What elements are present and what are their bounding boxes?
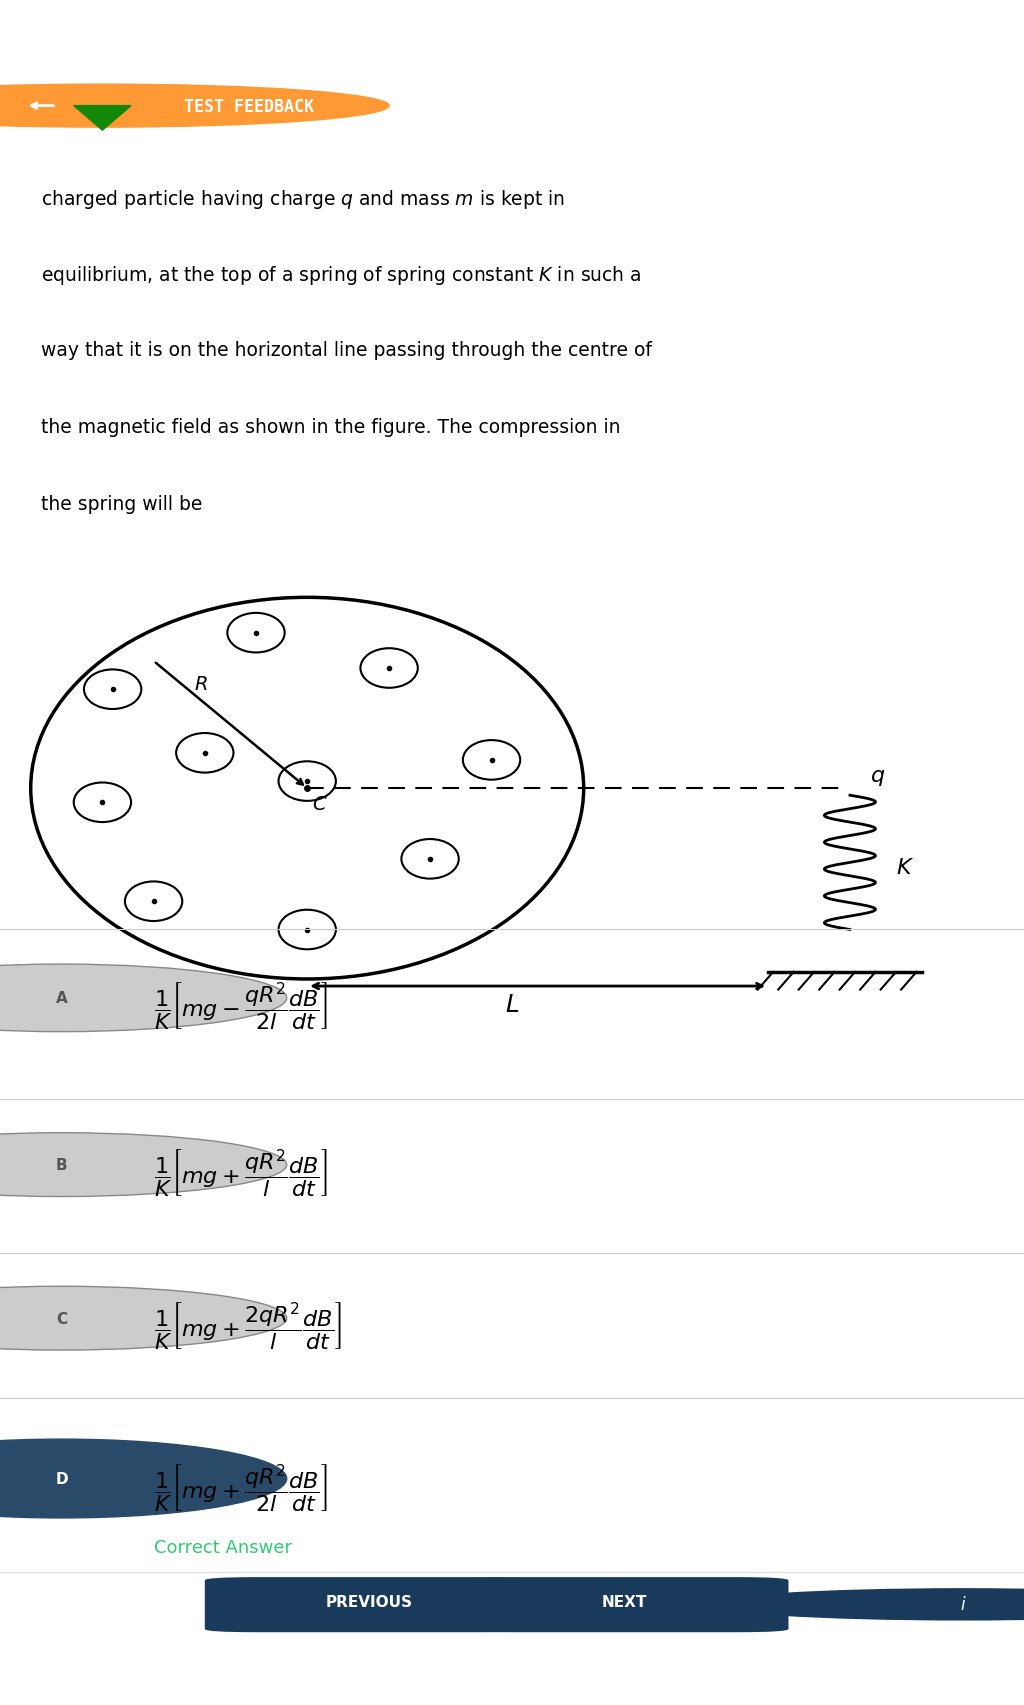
Text: R: R xyxy=(195,675,208,694)
Text: B: B xyxy=(55,1158,68,1173)
Text: NEXT: NEXT xyxy=(602,1594,647,1608)
Text: $\dfrac{1}{K}\left[mg + \dfrac{2qR^2}{l}\dfrac{dB}{dt}\right]$: $\dfrac{1}{K}\left[mg + \dfrac{2qR^2}{l}… xyxy=(154,1299,342,1352)
Polygon shape xyxy=(74,106,131,131)
Text: PREVIOUS: PREVIOUS xyxy=(326,1594,412,1608)
Text: the spring will be: the spring will be xyxy=(41,494,203,513)
Text: $\dfrac{1}{K}\left[mg + \dfrac{qR^2}{2l}\dfrac{dB}{dt}\right]$: $\dfrac{1}{K}\left[mg + \dfrac{qR^2}{2l}… xyxy=(154,1461,328,1514)
Text: equilibrium, at the top of a spring of spring constant $K$ in such a: equilibrium, at the top of a spring of s… xyxy=(41,264,641,286)
FancyBboxPatch shape xyxy=(461,1577,788,1632)
Text: C: C xyxy=(312,795,326,813)
Text: A: A xyxy=(55,991,68,1006)
Circle shape xyxy=(707,1589,1024,1620)
Text: $\dfrac{1}{K}\left[mg - \dfrac{qR^2}{2l}\dfrac{dB}{dt}\right]$: $\dfrac{1}{K}\left[mg - \dfrac{qR^2}{2l}… xyxy=(154,980,328,1032)
Circle shape xyxy=(0,1439,287,1517)
Circle shape xyxy=(0,82,430,131)
Text: $L$: $L$ xyxy=(505,992,519,1016)
Text: $\dfrac{1}{K}\left[mg + \dfrac{qR^2}{l}\dfrac{dB}{dt}\right]$: $\dfrac{1}{K}\left[mg + \dfrac{qR^2}{l}\… xyxy=(154,1146,328,1199)
Text: <: < xyxy=(760,1661,776,1681)
Circle shape xyxy=(0,1287,287,1350)
Text: D: D xyxy=(55,1471,68,1487)
Text: $q$: $q$ xyxy=(870,767,886,788)
Text: 🔋31%: 🔋31% xyxy=(950,27,993,41)
Text: way that it is on the horizontal line passing through the centre of: way that it is on the horizontal line pa… xyxy=(41,341,652,360)
Text: i: i xyxy=(961,1596,965,1613)
Circle shape xyxy=(0,85,389,128)
Text: charged particle having charge $q$ and mass $m$ is kept in: charged particle having charge $q$ and m… xyxy=(41,188,565,210)
Text: |||: ||| xyxy=(246,1661,266,1681)
Text: $K$: $K$ xyxy=(896,858,914,878)
Text: TEST FEEDBACK: TEST FEEDBACK xyxy=(184,97,314,116)
Text: 12:11  Thu, 12 Jan: 12:11 Thu, 12 Jan xyxy=(31,27,170,41)
Text: the magnetic field as shown in the figure. The compression in: the magnetic field as shown in the figur… xyxy=(41,418,621,436)
Text: Correct Answer: Correct Answer xyxy=(154,1538,292,1555)
FancyBboxPatch shape xyxy=(205,1577,532,1632)
Text: C: C xyxy=(56,1311,67,1326)
Text: ○: ○ xyxy=(503,1661,521,1681)
Circle shape xyxy=(0,965,287,1032)
Circle shape xyxy=(0,1134,287,1197)
